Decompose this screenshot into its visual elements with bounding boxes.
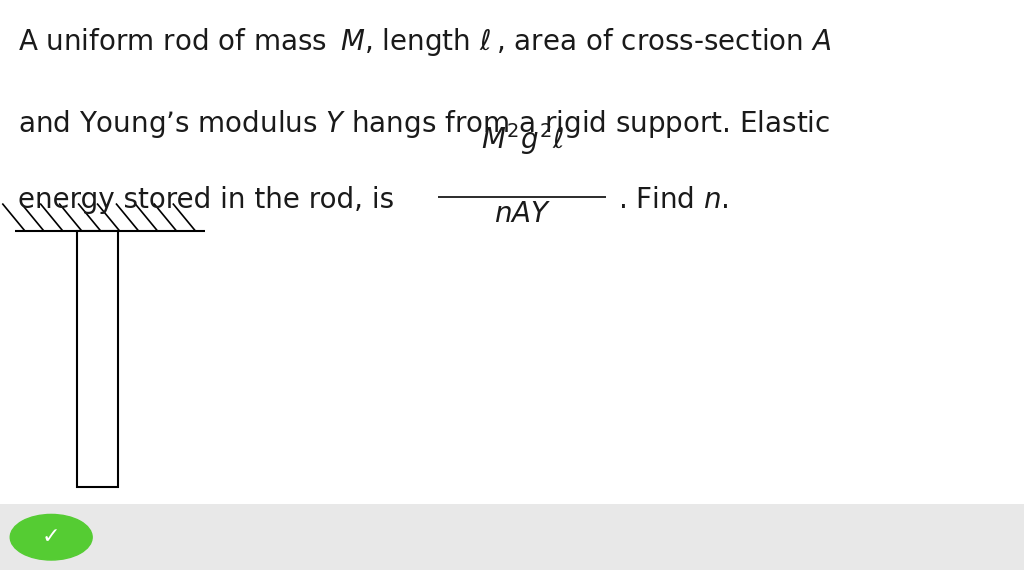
Text: $nAY$: $nAY$ [494,200,551,227]
Text: A uniform rod of mass  $M$, length ℓ , area of cross-section $A$: A uniform rod of mass $M$, length ℓ , ar… [18,26,831,58]
Text: . Find $n$.: . Find $n$. [618,185,729,214]
Text: $M^2g^2\ell$: $M^2g^2\ell$ [480,121,564,157]
Bar [0,504,1024,570]
Text: and Young’s modulus $Y$ hangs from a rigid support. Elastic: and Young’s modulus $Y$ hangs from a rig… [18,108,830,140]
Text: ✓: ✓ [42,527,60,547]
Circle shape [10,514,92,560]
Text: Correct answer :   06.00: Correct answer : 06.00 [108,525,392,549]
Bar [77,231,118,487]
Text: energy stored in the rod, is: energy stored in the rod, is [18,185,403,214]
